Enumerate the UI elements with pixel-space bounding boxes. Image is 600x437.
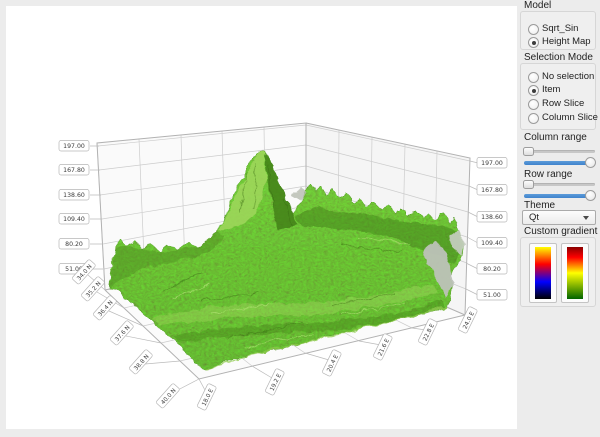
svg-text:109.40: 109.40 [481,240,503,247]
terrain-surface [106,148,463,369]
column-range-max-slider[interactable] [523,157,596,168]
svg-text:167.80: 167.80 [63,167,85,174]
row-range-max-slider[interactable] [523,190,596,201]
radio-circle[interactable] [528,99,539,110]
radio-column-slice[interactable]: Column Slice [528,112,598,124]
gradient-swatch-icon [567,247,583,299]
theme-label: Theme [524,200,556,211]
slider-handle[interactable] [523,147,534,156]
slider-handle[interactable] [585,157,596,168]
svg-text:51.00: 51.00 [483,292,501,299]
slider-handle[interactable] [523,180,534,189]
theme-combobox[interactable]: Qt [522,210,596,225]
column-range-min-slider[interactable] [523,146,596,156]
slider-groove[interactable] [524,183,595,186]
radio-circle-selected[interactable] [528,85,539,96]
radio-row-slice[interactable]: Row Slice [528,98,590,110]
column-range-label: Column range [524,132,587,143]
row-range-label: Row range [524,169,573,180]
model-section-label: Model [524,0,552,11]
radio-circle[interactable] [528,113,539,124]
radio-circle[interactable] [528,72,539,83]
svg-text:167.80: 167.80 [481,187,503,194]
radio-item[interactable]: Item [528,84,590,96]
radio-sqrt-sin[interactable]: Sqrt_Sin [528,23,590,35]
svg-text:197.00: 197.00 [63,143,85,150]
slider-groove[interactable] [524,194,595,198]
svg-text:138.60: 138.60 [63,192,85,199]
radio-label: Sqrt_Sin [542,23,579,34]
row-range-min-slider[interactable] [523,179,596,189]
radio-label: Item [542,84,561,95]
y-axis-labels-left: 51.00 80.20 109.40 138.60 167.80 197.00 [58,140,90,275]
slider-groove[interactable] [524,150,595,153]
slider-groove[interactable] [524,161,595,165]
svg-text:80.20: 80.20 [65,241,83,248]
radio-label: Height Map [542,36,591,47]
radio-circle-selected[interactable] [528,37,539,48]
svg-text:51.00: 51.00 [65,266,83,273]
svg-text:138.60: 138.60 [481,214,503,221]
custom-gradient-label: Custom gradient [524,226,598,237]
y-axis-labels-right: 51.00 80.20 109.40 138.60 167.80 197.00 [476,157,508,301]
slider-handle[interactable] [585,190,596,201]
gradient-button-black-blue-red-yellow[interactable] [529,243,557,303]
gradient-button-green-yellow-red[interactable] [561,243,589,303]
theme-combobox-value: Qt [529,212,540,223]
selection-mode-groupbox: No selection Item Row Slice Column Slice [520,63,598,130]
radio-label: Column Slice [542,112,598,123]
radio-height-map[interactable]: Height Map [528,36,591,48]
radio-label: No selection [542,71,595,82]
svg-text:109.40: 109.40 [63,216,85,223]
svg-text:197.00: 197.00 [481,160,503,167]
radio-circle[interactable] [528,24,539,35]
model-groupbox: Sqrt_Sin Height Map [520,11,596,50]
custom-gradient-groupbox [520,237,596,307]
svg-text:80.20: 80.20 [483,266,501,273]
selection-mode-section-label: Selection Mode [524,52,593,63]
radio-no-selection[interactable]: No selection [528,71,594,83]
radio-label: Row Slice [542,98,585,109]
chevron-down-icon [583,216,589,220]
gradient-swatch-icon [535,247,551,299]
